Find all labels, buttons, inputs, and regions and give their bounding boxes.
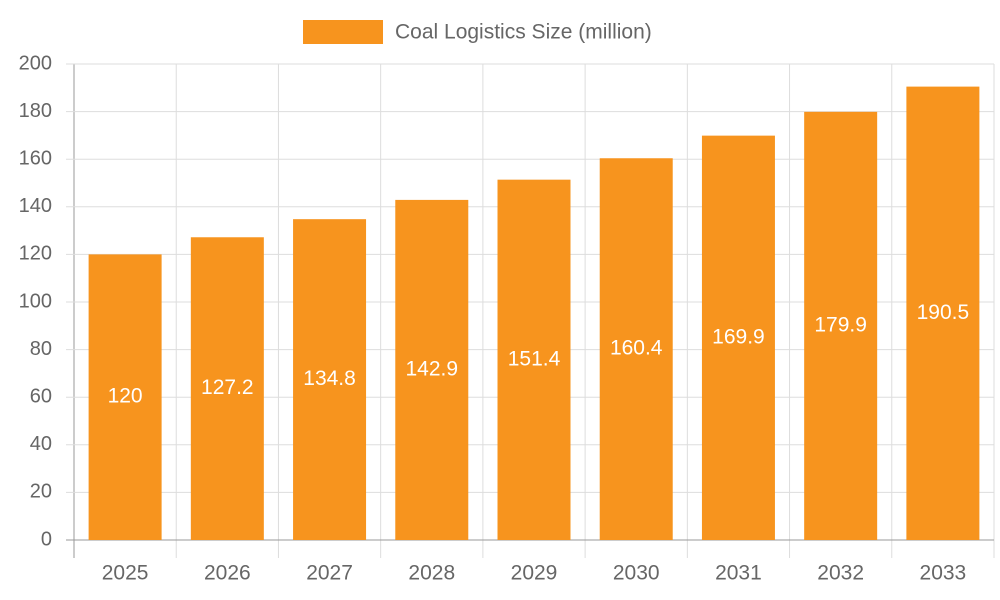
data-label: 160.4 (610, 337, 663, 360)
bar (395, 199, 469, 540)
x-tick-label: 2032 (817, 562, 864, 585)
y-tick-label: 80 (30, 338, 52, 360)
x-tick-label: 2028 (408, 562, 455, 585)
bar (701, 135, 775, 540)
data-label: 179.9 (814, 313, 867, 336)
data-label: 127.2 (201, 376, 254, 399)
bar (190, 237, 264, 540)
y-tick-label: 60 (30, 385, 52, 407)
legend-label: Coal Logistics Size (million) (395, 21, 652, 44)
legend-swatch (303, 20, 383, 44)
y-tick-label: 180 (19, 100, 52, 122)
y-tick-label: 40 (30, 433, 52, 455)
x-tick-label: 2033 (920, 562, 967, 585)
x-tick-label: 2029 (511, 562, 558, 585)
bar (804, 111, 878, 540)
y-tick-label: 100 (19, 290, 52, 312)
bar (497, 179, 571, 540)
y-tick-label: 160 (19, 147, 52, 169)
bar (293, 219, 367, 540)
bar (599, 158, 673, 541)
x-tick-label: 2026 (204, 562, 251, 585)
x-tick-label: 2027 (306, 562, 353, 585)
y-tick-label: 140 (19, 195, 52, 217)
data-label: 134.8 (303, 367, 356, 390)
bar (88, 254, 162, 540)
data-label: 142.9 (405, 357, 458, 380)
x-tick-label: 2031 (715, 562, 762, 585)
y-tick-label: 20 (30, 481, 52, 503)
x-tick-label: 2025 (102, 562, 149, 585)
data-label: 120 (108, 385, 143, 408)
x-tick-label: 2030 (613, 562, 660, 585)
y-tick-label: 120 (19, 243, 52, 265)
y-tick-label: 200 (19, 52, 52, 74)
data-label: 151.4 (508, 347, 561, 370)
y-tick-label: 0 (41, 528, 52, 550)
bar (906, 86, 980, 541)
data-label: 190.5 (917, 301, 970, 324)
data-label: 169.9 (712, 325, 765, 348)
